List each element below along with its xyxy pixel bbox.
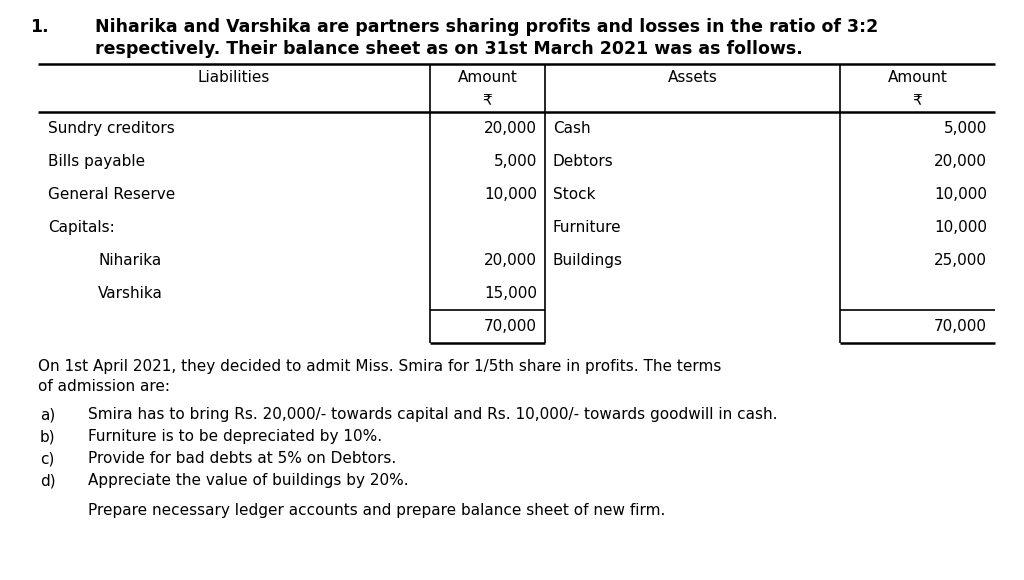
Text: Debtors: Debtors xyxy=(553,154,613,169)
Text: Smira has to bring Rs. 20,000/- towards capital and Rs. 10,000/- towards goodwil: Smira has to bring Rs. 20,000/- towards … xyxy=(88,407,777,422)
Text: ₹: ₹ xyxy=(912,93,923,108)
Text: 5,000: 5,000 xyxy=(944,121,987,136)
Text: Assets: Assets xyxy=(668,70,718,85)
Text: Amount: Amount xyxy=(458,70,517,85)
Text: c): c) xyxy=(40,451,54,466)
Text: Varshika: Varshika xyxy=(98,286,163,301)
Text: respectively. Their balance sheet as on 31st March 2021 was as follows.: respectively. Their balance sheet as on … xyxy=(95,40,803,58)
Text: 25,000: 25,000 xyxy=(934,253,987,268)
Text: Furniture: Furniture xyxy=(553,220,622,235)
Text: b): b) xyxy=(40,429,55,444)
Text: Cash: Cash xyxy=(553,121,591,136)
Text: 10,000: 10,000 xyxy=(934,220,987,235)
Text: Prepare necessary ledger accounts and prepare balance sheet of new firm.: Prepare necessary ledger accounts and pr… xyxy=(88,503,666,518)
Text: a): a) xyxy=(40,407,55,422)
Text: Bills payable: Bills payable xyxy=(48,154,145,169)
Text: General Reserve: General Reserve xyxy=(48,187,175,202)
Text: Provide for bad debts at 5% on Debtors.: Provide for bad debts at 5% on Debtors. xyxy=(88,451,396,466)
Text: 70,000: 70,000 xyxy=(934,319,987,334)
Text: 20,000: 20,000 xyxy=(934,154,987,169)
Text: 5,000: 5,000 xyxy=(494,154,537,169)
Text: 70,000: 70,000 xyxy=(484,319,537,334)
Text: Capitals:: Capitals: xyxy=(48,220,115,235)
Text: of admission are:: of admission are: xyxy=(38,379,170,394)
Text: Sundry creditors: Sundry creditors xyxy=(48,121,175,136)
Text: Amount: Amount xyxy=(888,70,947,85)
Text: Niharika: Niharika xyxy=(98,253,161,268)
Text: Stock: Stock xyxy=(553,187,596,202)
Text: Furniture is to be depreciated by 10%.: Furniture is to be depreciated by 10%. xyxy=(88,429,382,444)
Text: 10,000: 10,000 xyxy=(484,187,537,202)
Text: 1.: 1. xyxy=(30,18,48,36)
Text: Liabilities: Liabilities xyxy=(198,70,270,85)
Text: 15,000: 15,000 xyxy=(484,286,537,301)
Text: 20,000: 20,000 xyxy=(484,253,537,268)
Text: Buildings: Buildings xyxy=(553,253,623,268)
Text: ₹: ₹ xyxy=(482,93,493,108)
Text: Niharika and Varshika are partners sharing profits and losses in the ratio of 3:: Niharika and Varshika are partners shari… xyxy=(95,18,879,36)
Text: d): d) xyxy=(40,473,55,488)
Text: 20,000: 20,000 xyxy=(484,121,537,136)
Text: On 1st April 2021, they decided to admit Miss. Smira for 1/5th share in profits.: On 1st April 2021, they decided to admit… xyxy=(38,359,721,374)
Text: 10,000: 10,000 xyxy=(934,187,987,202)
Text: Appreciate the value of buildings by 20%.: Appreciate the value of buildings by 20%… xyxy=(88,473,409,488)
